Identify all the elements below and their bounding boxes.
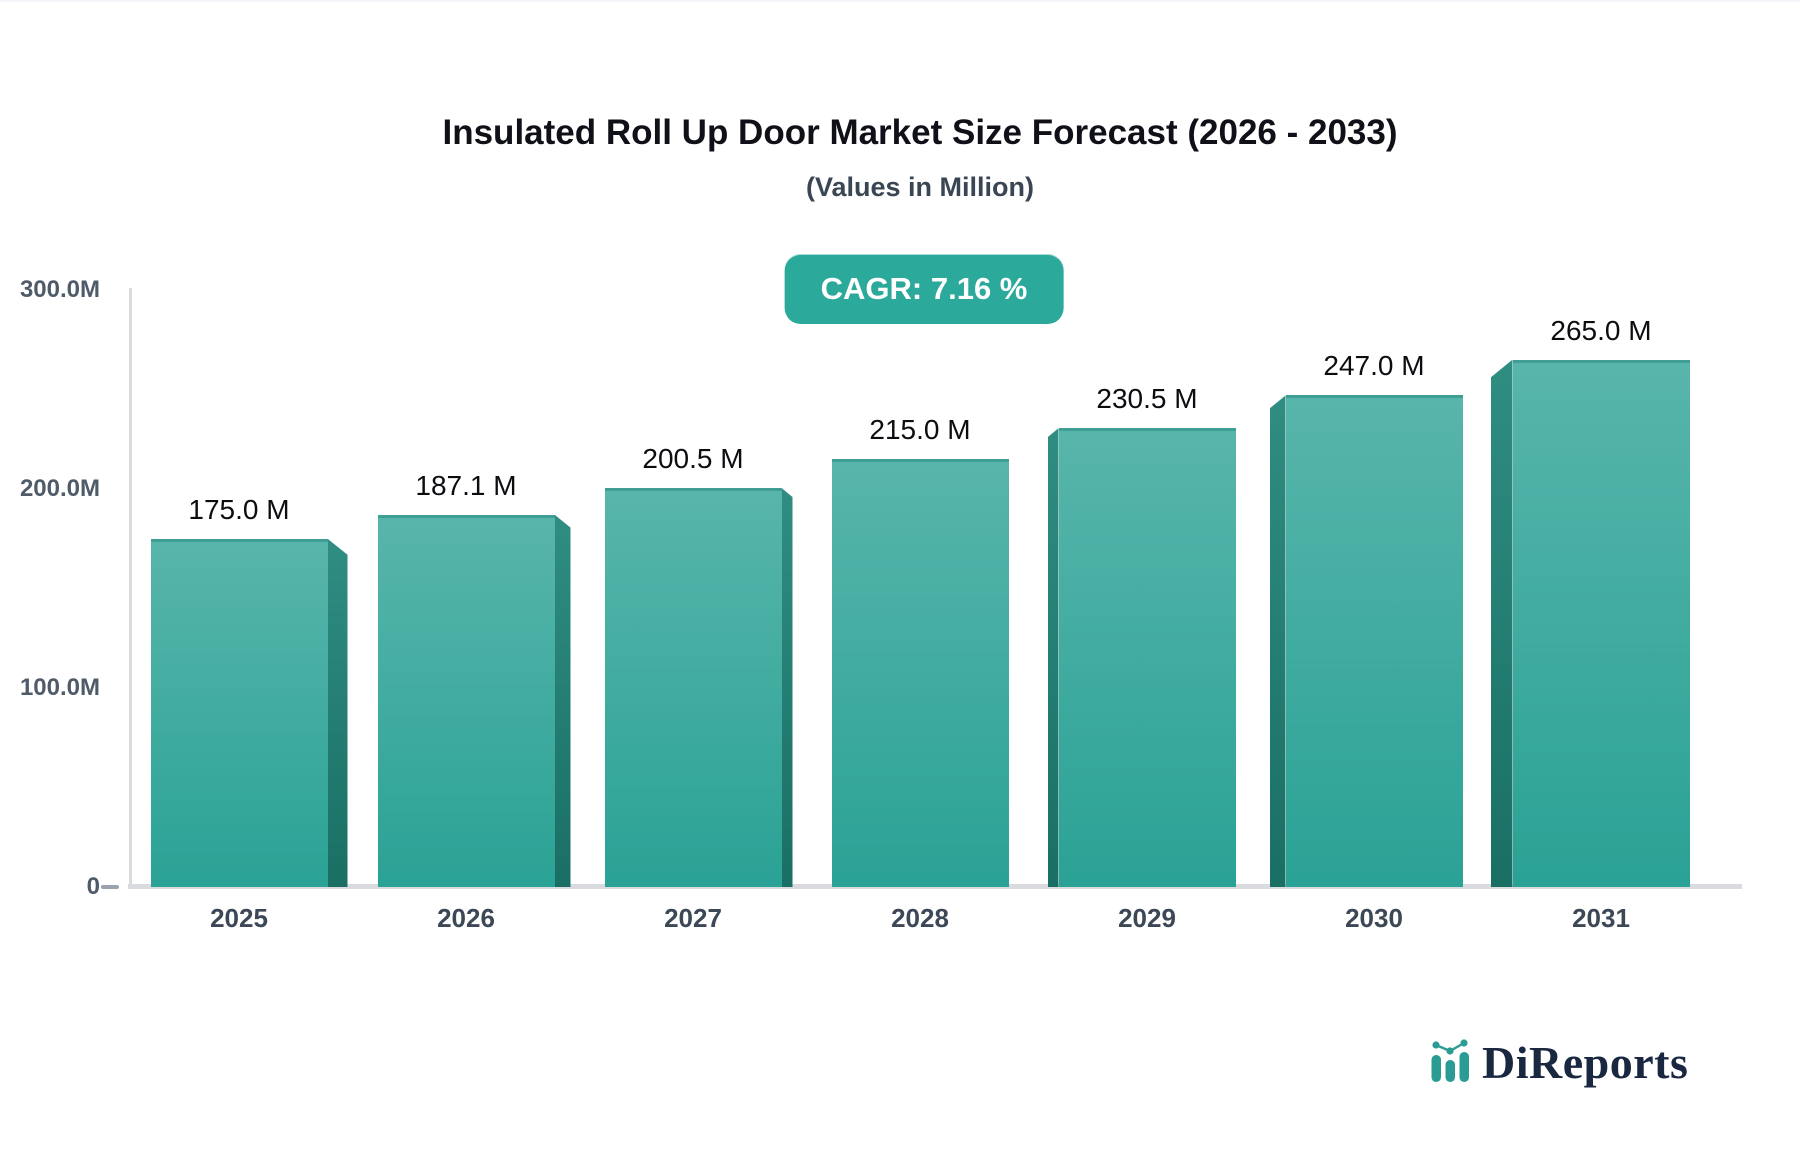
- bar-2027[interactable]: [604, 488, 782, 887]
- bar-2030[interactable]: [1285, 395, 1463, 887]
- direports-logo-icon: [1431, 1039, 1469, 1082]
- y-tick-label: 200.0M: [19, 475, 100, 502]
- bar-2031[interactable]: [1512, 359, 1690, 887]
- bar-value-label: 215.0 M: [869, 414, 971, 446]
- bar-side-face: [1490, 359, 1513, 887]
- x-tick-label: 2027: [664, 903, 722, 933]
- bar-value-label: 265.0 M: [1550, 314, 1652, 346]
- bar-2029[interactable]: [1058, 428, 1236, 887]
- x-tick-label: 2025: [210, 903, 268, 933]
- x-tick-label: 2029: [1118, 903, 1176, 933]
- cagr-badge: CAGR: 7.16 %: [784, 254, 1064, 324]
- bar-2025[interactable]: [150, 538, 328, 887]
- y-tick-label: 300.0M: [19, 276, 100, 303]
- x-tick-label: 2031: [1572, 903, 1630, 933]
- bar-2026[interactable]: [377, 514, 555, 887]
- bar-side-face: [327, 538, 348, 887]
- bar-value-label: 175.0 M: [188, 493, 290, 525]
- bar-value-label: 187.1 M: [415, 469, 517, 501]
- x-tick-label: 2026: [437, 903, 495, 933]
- direports-logo-text: DiReports: [1482, 1037, 1689, 1088]
- bar-side-face: [781, 488, 793, 887]
- x-tick-label: 2028: [891, 903, 949, 933]
- y-tick-label: 100.0M: [19, 674, 100, 701]
- bar-side-face: [554, 514, 571, 887]
- chart-title: Insulated Roll Up Door Market Size Forec…: [442, 113, 1398, 152]
- chart-subtitle: (Values in Million): [805, 172, 1035, 202]
- bar-value-label: 230.5 M: [1096, 383, 1198, 415]
- bar-side-face: [1269, 395, 1286, 887]
- bar-value-label: 247.0 M: [1323, 350, 1425, 382]
- x-tick-label: 2030: [1345, 903, 1403, 933]
- y-tick-label: 0: [86, 873, 100, 900]
- top-divider: [0, 0, 1800, 2]
- zero-tick-mark: [101, 885, 119, 889]
- bar-side-face: [1047, 428, 1059, 887]
- y-axis-line: [129, 288, 132, 889]
- bar-2028[interactable]: [831, 459, 1009, 887]
- bar-value-label: 200.5 M: [642, 443, 744, 474]
- direports-logo: DiReports: [1430, 1032, 1688, 1088]
